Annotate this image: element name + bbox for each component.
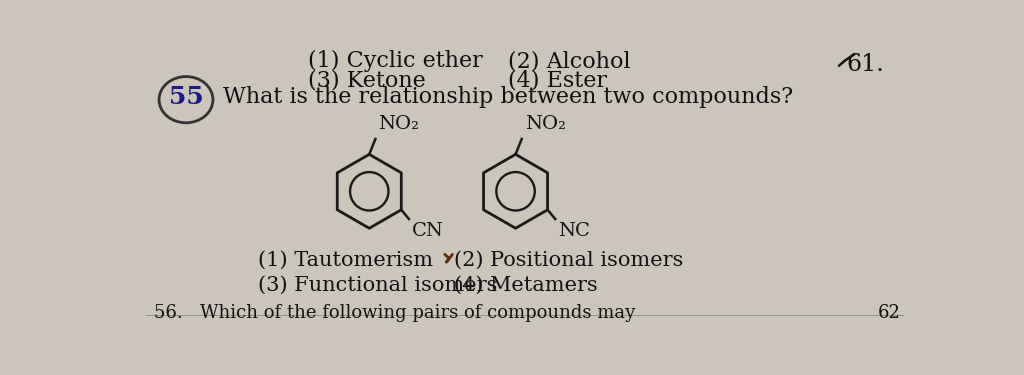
Text: 62: 62 [878,304,900,322]
Text: (1) Cyclic ether: (1) Cyclic ether [307,50,482,72]
Text: (4) Ester: (4) Ester [508,70,607,92]
Text: NC: NC [558,222,590,240]
Text: 56.   Which of the following pairs of compounds may: 56. Which of the following pairs of comp… [154,304,635,322]
Text: (4) Metamers: (4) Metamers [454,276,598,295]
Text: NO₂: NO₂ [379,115,420,133]
Text: 55: 55 [169,85,204,109]
Text: (2) Alcohol: (2) Alcohol [508,50,631,72]
Text: (3) Functional isomers: (3) Functional isomers [258,276,497,295]
Text: What is the relationship between two compounds?: What is the relationship between two com… [223,86,793,108]
Text: (1) Tautomerism: (1) Tautomerism [258,251,433,270]
Text: CN: CN [412,222,444,240]
Text: NO₂: NO₂ [524,115,566,133]
Text: (2) Positional isomers: (2) Positional isomers [454,251,683,270]
Text: (3) Ketone: (3) Ketone [307,70,425,92]
Text: 61.: 61. [847,53,885,76]
